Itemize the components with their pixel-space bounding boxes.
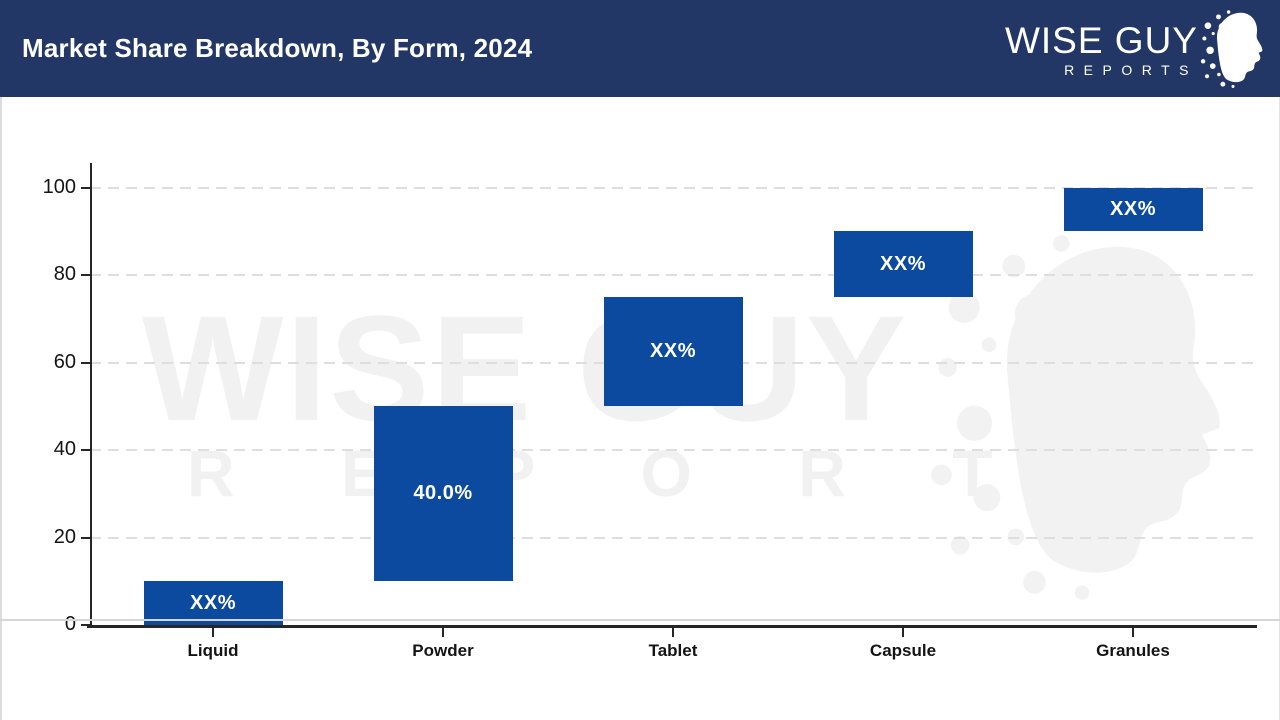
x-tick-liquid: [212, 628, 214, 637]
gridline-20: [90, 536, 1257, 539]
y-tick-label-20: 20: [53, 525, 76, 548]
brand-subtitle: REPORTS: [1064, 61, 1198, 78]
x-tick-powder: [442, 628, 444, 637]
y-tick-label-40: 40: [53, 438, 76, 460]
bar-powder: 40.0%: [373, 406, 513, 582]
x-tick-label-powder: Powder: [412, 641, 474, 660]
y-tick-20: [81, 536, 90, 539]
bar-granules: XX%: [1063, 187, 1203, 232]
x-axis-line: [87, 625, 1257, 628]
chart-canvas: WISE GUY R E P O R T S 0 20 40 60 80 100 XX% Li…: [0, 97, 1280, 720]
bar-label-liquid: XX%: [190, 591, 236, 614]
x-tick-granules: [1132, 628, 1134, 637]
bar-tablet: XX%: [603, 296, 743, 407]
brand-logo-text: WISE GUY REPORTS: [1005, 22, 1198, 77]
bottom-divider: [0, 619, 1280, 621]
y-tick-60: [81, 361, 90, 364]
bar-liquid: XX%: [143, 581, 283, 625]
gridline-40: [90, 449, 1257, 451]
y-tick-0: [81, 624, 90, 626]
x-tick-label-capsule: Capsule: [869, 641, 937, 660]
brand-name: WISE GUY: [1004, 19, 1198, 61]
bar-label-powder: 40.0%: [413, 482, 473, 505]
bar-label-tablet: XX%: [650, 340, 696, 363]
x-tick-label-granules: Granules: [1096, 641, 1170, 660]
dotted-face-logo-icon: [1200, 10, 1263, 88]
page-title: Market Share Breakdown, By Form, 2024: [22, 33, 533, 63]
y-tick-label-0: 0: [64, 613, 76, 635]
y-tick-label-60: 60: [53, 350, 76, 373]
bar-label-granules: XX%: [1110, 197, 1156, 220]
dotted-face-watermark-icon: [931, 235, 1220, 600]
x-tick-tablet: [672, 628, 674, 637]
x-tick-label-liquid: Liquid: [187, 641, 239, 660]
brand-logo: WISE GUY REPORTS: [1005, 6, 1266, 92]
y-tick-80: [81, 274, 90, 276]
gridline-80: [90, 274, 1257, 276]
bar-label-capsule: XX%: [880, 252, 926, 275]
watermark-text: WISE GUY: [142, 284, 909, 452]
y-tick-label-80: 80: [53, 263, 76, 285]
header-bar: Market Share Breakdown, By Form, 2024 WI…: [0, 0, 1280, 97]
y-tick-label-100: 100: [42, 175, 76, 198]
x-tick-label-tablet: Tablet: [648, 641, 698, 660]
bar-capsule: XX%: [833, 231, 973, 297]
gridline-100: [90, 186, 1257, 189]
y-tick-40: [81, 449, 90, 451]
y-tick-100: [81, 186, 90, 189]
x-tick-capsule: [902, 628, 904, 637]
y-axis-line: [90, 163, 92, 627]
